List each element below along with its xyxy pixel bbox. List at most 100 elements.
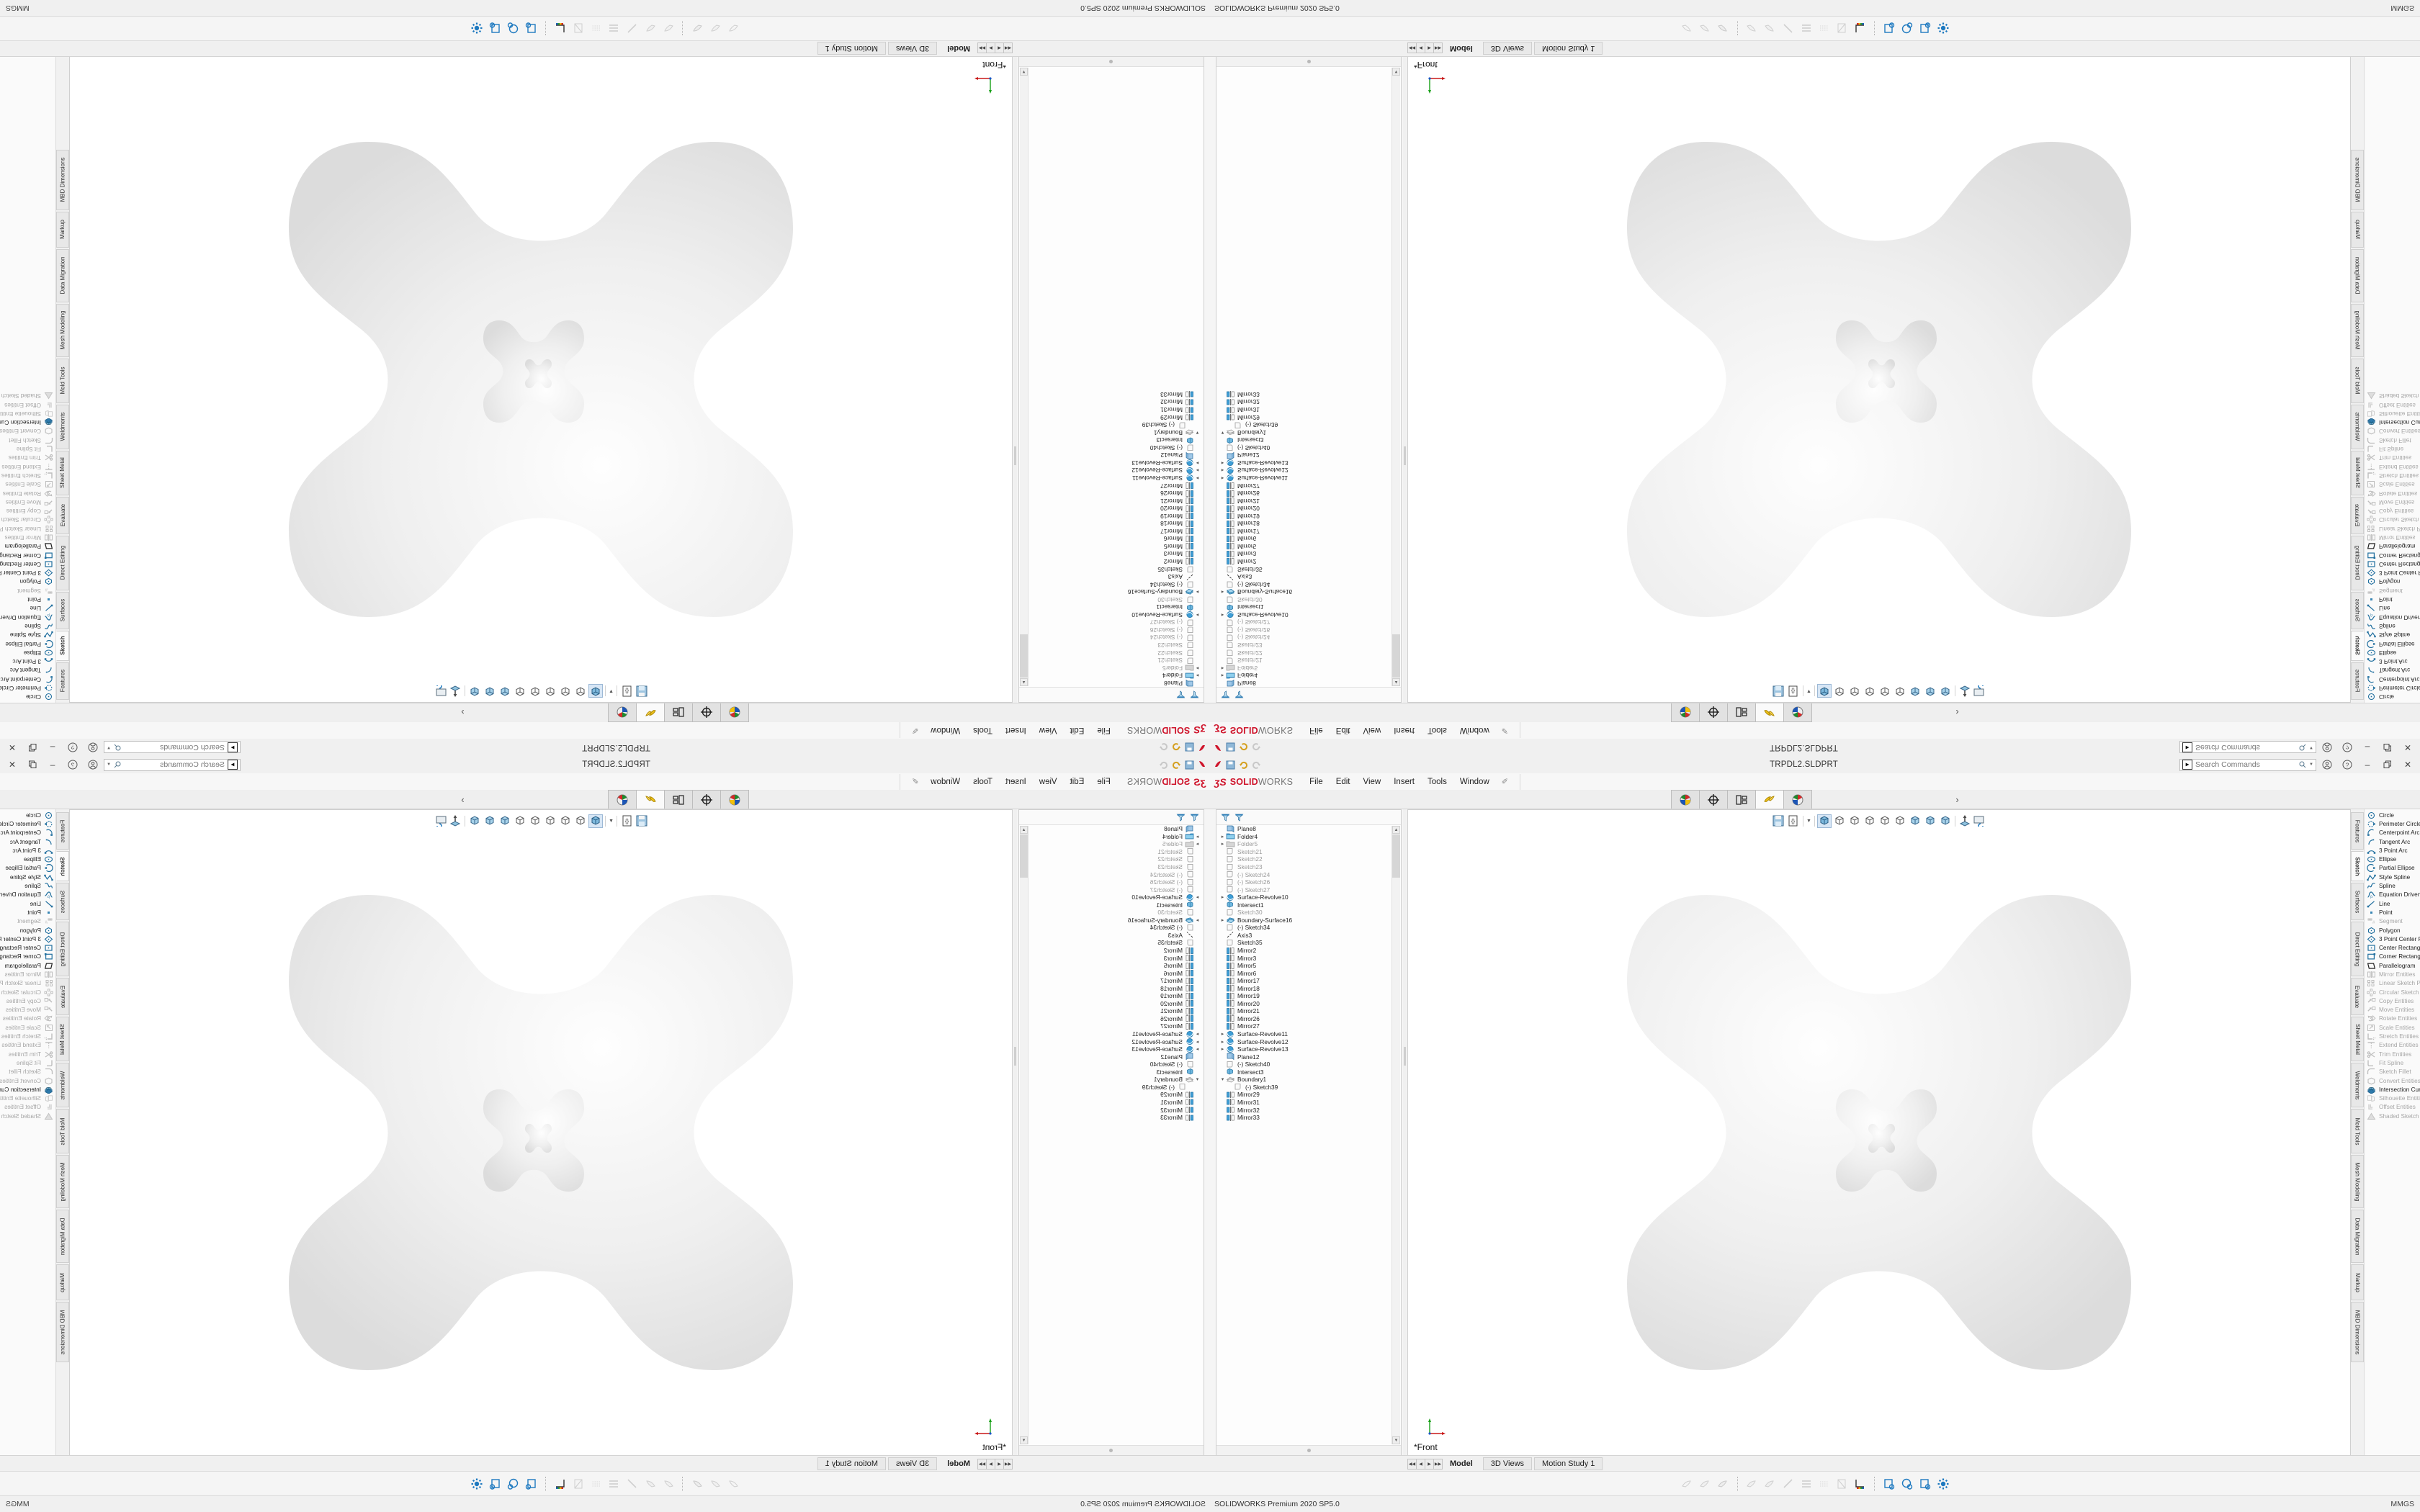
display-style-button[interactable] bbox=[1893, 814, 1907, 828]
feature-tree-item[interactable]: Mirror26 bbox=[1216, 1015, 1401, 1023]
hidden-lines-icon[interactable] bbox=[1698, 20, 1713, 36]
menu-view[interactable]: View bbox=[1039, 726, 1057, 735]
command-tab-scene-tab[interactable] bbox=[1699, 703, 1729, 722]
feature-tree-item[interactable]: Mirror2 bbox=[1216, 558, 1401, 566]
hidden-lines-icon[interactable] bbox=[707, 20, 723, 36]
feature-tree-item[interactable]: Axis3 bbox=[1019, 932, 1204, 940]
feature-tree-item[interactable]: (-) Sketch40 bbox=[1216, 444, 1401, 452]
apply-scene-icon[interactable] bbox=[552, 20, 568, 36]
tab-3d-views[interactable]: 3D Views bbox=[887, 42, 938, 55]
save-button[interactable] bbox=[1771, 814, 1785, 828]
command-pane-tab-weldments[interactable]: Weldments bbox=[56, 1063, 69, 1107]
pin-icon[interactable]: ✐ bbox=[1501, 778, 1508, 786]
draft-quality-icon[interactable] bbox=[642, 1476, 658, 1492]
feature-tree-item[interactable]: ▸ Folder4 bbox=[1216, 672, 1401, 680]
shadows-icon[interactable] bbox=[606, 20, 622, 36]
feature-tree-item[interactable]: Plane8 bbox=[1019, 679, 1204, 687]
edit-appearance-button[interactable] bbox=[1923, 814, 1937, 828]
restore-button[interactable] bbox=[23, 757, 42, 772]
print3d-button[interactable]: {} bbox=[619, 685, 634, 698]
feature-tree-item[interactable]: (-) Sketch24 bbox=[1216, 870, 1401, 878]
feature-tree-list[interactable]: Plane8 ▸ Folder4 ▸ Folder5 Sketch21 Sketch22 Sk… bbox=[1019, 825, 1204, 1445]
filter-funnel-icon-2[interactable] bbox=[1234, 690, 1244, 700]
tab-3d-views[interactable]: 3D Views bbox=[887, 1457, 938, 1470]
tab-motion-study-1[interactable]: Motion Study 1 bbox=[817, 1457, 886, 1470]
hscroll-grip[interactable] bbox=[1109, 60, 1113, 63]
unit-system-indicator[interactable]: MMGS bbox=[6, 4, 30, 12]
nav-next-button[interactable]: ▶ bbox=[986, 42, 995, 54]
menu-window[interactable]: Window bbox=[931, 777, 961, 786]
zoom-to-area-button[interactable] bbox=[573, 814, 588, 828]
save-button[interactable] bbox=[1771, 685, 1785, 698]
feature-tree-item[interactable]: Mirror17 bbox=[1019, 528, 1204, 536]
command-pane-tab-sketch[interactable]: Sketch bbox=[2351, 851, 2364, 881]
filter-funnel-icon[interactable] bbox=[1221, 690, 1230, 700]
solidworks-app-icon[interactable] bbox=[1197, 742, 1208, 753]
menu-file[interactable]: File bbox=[1097, 777, 1111, 786]
tab-motion-study-1[interactable]: Motion Study 1 bbox=[1534, 1457, 1603, 1470]
feature-tree-item[interactable]: (-) Sketch27 bbox=[1216, 618, 1401, 626]
nav-last-button[interactable]: ▶▶ bbox=[1433, 1458, 1443, 1470]
display-manager-button[interactable] bbox=[1973, 814, 1987, 828]
splitter-grip[interactable] bbox=[1404, 446, 1406, 465]
edit-appearance-button[interactable] bbox=[483, 685, 497, 698]
menu-edit[interactable]: Edit bbox=[1070, 777, 1085, 786]
filter-funnel-icon-2[interactable] bbox=[1234, 813, 1244, 822]
command-pane-tab-weldments[interactable]: Weldments bbox=[2351, 405, 2364, 449]
save-button[interactable] bbox=[635, 685, 649, 698]
redo-icon[interactable] bbox=[1251, 760, 1262, 770]
feature-tree-item[interactable]: (-) Sketch40 bbox=[1019, 444, 1204, 452]
command-tab-decals-tab[interactable] bbox=[1727, 790, 1757, 809]
command-tab-solidworks-tab[interactable] bbox=[635, 790, 665, 809]
menu-view[interactable]: View bbox=[1363, 777, 1381, 786]
graphics-viewport[interactable]: {} ▼ bbox=[1407, 56, 2351, 703]
feature-tree-item[interactable]: Mirror26 bbox=[1019, 490, 1204, 498]
feature-tree-item[interactable]: Mirror18 bbox=[1019, 984, 1204, 992]
feature-tree-scrollbar[interactable]: ▲ ▼ bbox=[1392, 826, 1400, 1444]
zoom-to-area-button[interactable] bbox=[1832, 685, 1847, 698]
feature-tree-item[interactable]: Mirror5 bbox=[1019, 543, 1204, 551]
shaded-with-edges-icon[interactable] bbox=[1744, 1476, 1760, 1492]
account-button[interactable] bbox=[84, 740, 102, 755]
sketch-tool-point[interactable]: Point bbox=[0, 908, 55, 917]
search-input[interactable]: ▶ Search Commands ▼ bbox=[2179, 741, 2316, 754]
feature-tree-item[interactable]: Mirror5 bbox=[1216, 962, 1401, 970]
edit-appearance-button[interactable] bbox=[1923, 685, 1937, 698]
solidworks-app-icon[interactable] bbox=[1212, 742, 1223, 753]
feature-tree-scrollbar[interactable]: ▲ ▼ bbox=[1020, 826, 1028, 1444]
feature-tree-item[interactable]: ▾ Boundary1 bbox=[1216, 1076, 1401, 1084]
tree-expand-arrow[interactable]: ▸ bbox=[1221, 1039, 1224, 1045]
feature-tree-item[interactable]: Mirror20 bbox=[1216, 1000, 1401, 1008]
sketch-tool-polygon[interactable]: Polygon bbox=[2365, 926, 2420, 935]
feature-tree-item[interactable]: Sketch35 bbox=[1216, 565, 1401, 573]
feature-tree-item[interactable]: Sketch30 bbox=[1216, 909, 1401, 917]
feature-tree-item[interactable]: Mirror2 bbox=[1216, 947, 1401, 955]
feature-tree-item[interactable]: Sketch30 bbox=[1216, 595, 1401, 603]
sketch-tool-perimeter-circle[interactable]: Perimeter Circle bbox=[0, 819, 55, 828]
command-pane-tab-features[interactable]: Features bbox=[56, 812, 69, 850]
tree-expand-arrow[interactable]: ▸ bbox=[1196, 459, 1199, 465]
sketch-tool-line[interactable]: Line bbox=[2365, 604, 2420, 613]
feature-tree-item[interactable]: Plane8 bbox=[1216, 679, 1401, 687]
tree-expand-arrow[interactable]: ▸ bbox=[1221, 474, 1224, 480]
view-orientation-dropdown[interactable]: ▼ bbox=[609, 688, 614, 694]
feature-tree-item[interactable]: (-) Sketch26 bbox=[1019, 878, 1204, 886]
tab-model[interactable]: Model bbox=[947, 1459, 970, 1468]
ambient-occlusion-icon[interactable] bbox=[1816, 1476, 1832, 1492]
command-tab-display-manager-tab[interactable] bbox=[1783, 703, 1813, 722]
feature-tree-item[interactable]: Mirror6 bbox=[1216, 535, 1401, 543]
feature-tree-item[interactable]: (-) Sketch24 bbox=[1216, 634, 1401, 642]
sketch-tool-partial-ellipse[interactable]: Partial Ellipse bbox=[0, 639, 55, 648]
sketch-tool-center-rectangle[interactable]: Center Rectangle bbox=[0, 943, 55, 952]
tree-expand-arrow[interactable]: ▸ bbox=[1221, 1047, 1224, 1053]
scroll-up-icon[interactable]: ▲ bbox=[1392, 826, 1400, 834]
tree-expand-arrow[interactable]: ▸ bbox=[1221, 1032, 1224, 1038]
hide-show-items-button[interactable] bbox=[1908, 685, 1922, 698]
section-view-icon[interactable] bbox=[570, 1476, 586, 1492]
panel-splitter[interactable] bbox=[1013, 56, 1017, 703]
feature-tree-item[interactable]: ▸ Surface-Revolve13 bbox=[1216, 459, 1401, 467]
feature-tree-item[interactable]: Mirror33 bbox=[1019, 391, 1204, 399]
minimize-button[interactable]: – bbox=[50, 760, 55, 770]
shadows-icon[interactable] bbox=[1798, 20, 1814, 36]
sketch-tool-style-spline[interactable]: Style Spline bbox=[0, 631, 55, 639]
